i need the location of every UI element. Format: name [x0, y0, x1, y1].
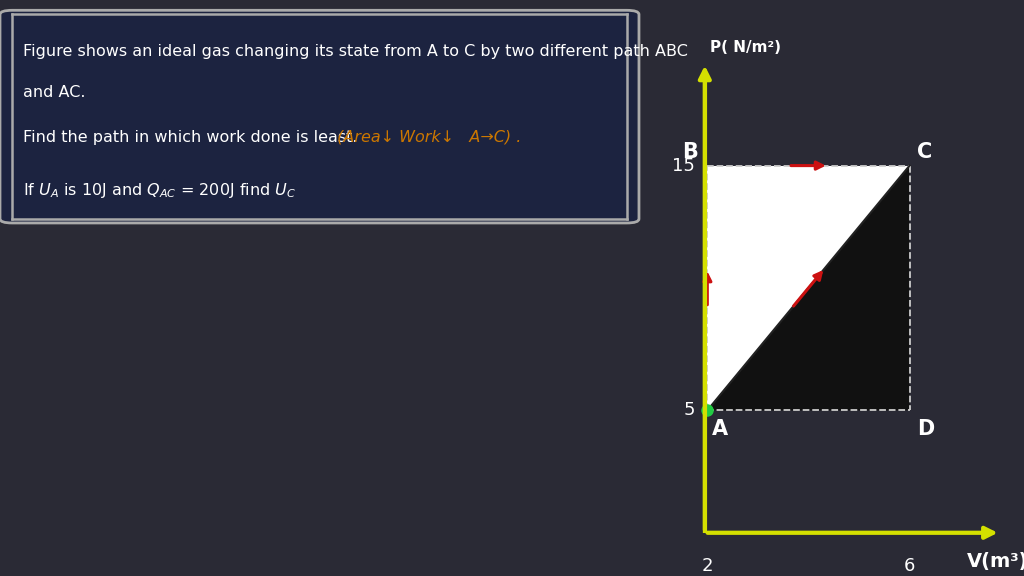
Text: C: C — [918, 142, 933, 162]
Text: Find the path in which work done is least.: Find the path in which work done is leas… — [24, 130, 357, 145]
Polygon shape — [708, 166, 909, 410]
Text: 15: 15 — [672, 157, 694, 175]
Text: 6: 6 — [904, 558, 915, 575]
Text: V(m³): V(m³) — [968, 552, 1024, 571]
Text: and AC.: and AC. — [24, 85, 86, 100]
FancyBboxPatch shape — [0, 10, 639, 223]
Text: (Area↓ Work↓   A→C) .: (Area↓ Work↓ A→C) . — [332, 130, 521, 145]
Text: P( N/m²): P( N/m²) — [710, 40, 781, 55]
Text: B: B — [682, 142, 698, 162]
Text: 5: 5 — [683, 401, 694, 419]
Polygon shape — [708, 166, 909, 410]
Text: Figure shows an ideal gas changing its state from A to C by two different path A: Figure shows an ideal gas changing its s… — [24, 44, 688, 59]
Text: 2: 2 — [701, 558, 713, 575]
Text: A: A — [713, 419, 728, 439]
Text: D: D — [918, 419, 935, 439]
Text: If $U_A$ is 10J and $Q_{AC}$ = 200J find $U_C$: If $U_A$ is 10J and $Q_{AC}$ = 200J find… — [24, 181, 296, 200]
